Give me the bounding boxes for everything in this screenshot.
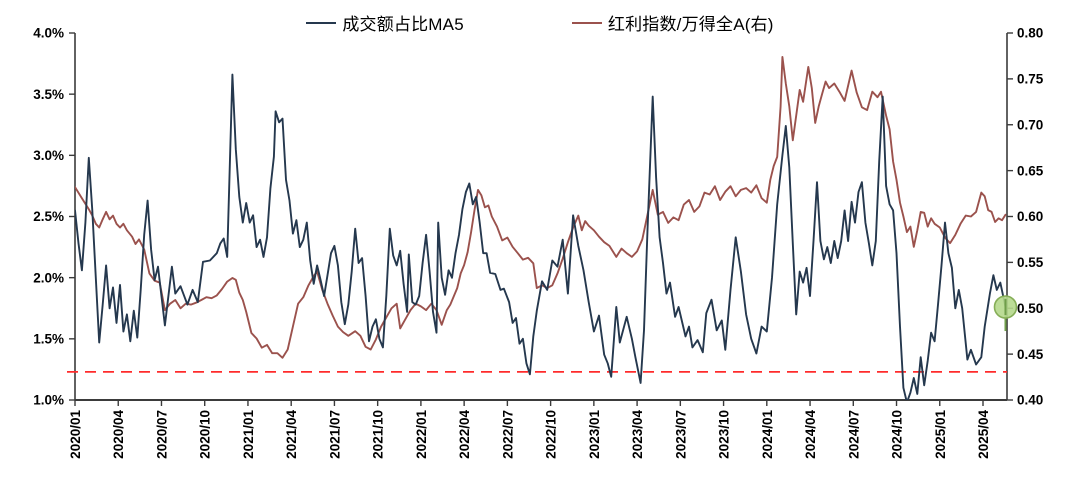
y-left-tick-label: 3.0% <box>33 148 64 163</box>
x-tick-label: 2020/07 <box>154 410 169 459</box>
x-tick-label: 2025/04 <box>976 410 991 459</box>
x-tick-label: 2021/07 <box>327 410 342 459</box>
y-right-tick-label: 0.55 <box>1017 255 1044 270</box>
x-tick-label: 2023/01 <box>587 410 602 459</box>
x-tick-label: 2021/10 <box>371 410 386 459</box>
x-tick-label: 2022/01 <box>414 410 429 459</box>
x-tick-label: 2020/10 <box>198 410 213 459</box>
y-right-tick-label: 0.45 <box>1017 347 1044 362</box>
y-left-tick-label: 3.5% <box>33 87 64 102</box>
y-right-tick-label: 0.65 <box>1017 163 1044 178</box>
y-left-tick-label: 2.5% <box>33 209 64 224</box>
series-line-dividend-ratio <box>75 55 1007 359</box>
x-tick-label: 2021/04 <box>284 410 299 459</box>
y-left-tick-label: 4.0% <box>33 26 64 41</box>
y-right-tick-label: 0.70 <box>1017 117 1043 132</box>
x-tick-label: 2023/10 <box>717 410 732 459</box>
x-tick-label: 2023/04 <box>630 410 645 459</box>
x-tick-label: 2023/07 <box>673 410 688 459</box>
x-tick-label: 2022/10 <box>544 410 559 459</box>
x-tick-label: 2021/01 <box>241 410 256 459</box>
x-tick-label: 2024/10 <box>890 410 905 459</box>
y-left-tick-label: 1.0% <box>33 393 64 408</box>
x-tick-label: 2024/04 <box>803 410 818 459</box>
x-tick-label: 2024/01 <box>760 410 775 459</box>
y-right-tick-label: 0.40 <box>1017 393 1043 408</box>
y-right-tick-label: 0.75 <box>1017 72 1044 87</box>
x-tick-label: 2020/04 <box>111 410 126 459</box>
x-tick-label: 2025/01 <box>933 410 948 459</box>
y-right-tick-label: 0.60 <box>1017 209 1043 224</box>
y-right-tick-label: 0.80 <box>1017 26 1043 41</box>
y-right-tick-label: 0.50 <box>1017 301 1043 316</box>
x-tick-label: 2020/01 <box>68 410 83 459</box>
x-tick-label: 2022/07 <box>500 410 515 459</box>
x-tick-label: 2022/04 <box>457 410 472 459</box>
series-line-turnover-ma5 <box>75 73 1007 400</box>
x-tick-label: 2024/07 <box>846 410 861 459</box>
y-left-tick-label: 1.5% <box>33 332 64 347</box>
y-left-tick-label: 2.0% <box>33 270 64 285</box>
